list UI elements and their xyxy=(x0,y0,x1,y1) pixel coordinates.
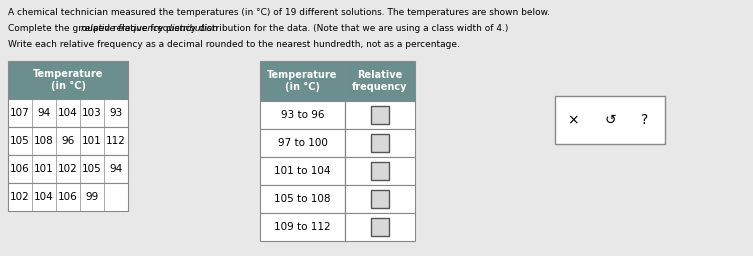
FancyBboxPatch shape xyxy=(371,106,389,124)
Text: 94: 94 xyxy=(38,108,50,118)
Text: Temperature
(in °C): Temperature (in °C) xyxy=(33,69,103,91)
FancyBboxPatch shape xyxy=(260,157,345,185)
FancyBboxPatch shape xyxy=(260,129,345,157)
FancyBboxPatch shape xyxy=(345,157,415,185)
Text: ?: ? xyxy=(642,113,648,127)
FancyBboxPatch shape xyxy=(260,213,345,241)
FancyBboxPatch shape xyxy=(371,162,389,180)
Text: relative frequency distribution: relative frequency distribution xyxy=(81,24,218,33)
Text: Write each relative frequency as a decimal rounded to the nearest hundredth, not: Write each relative frequency as a decim… xyxy=(8,40,460,49)
FancyBboxPatch shape xyxy=(8,99,128,127)
Text: 106: 106 xyxy=(10,164,30,174)
FancyBboxPatch shape xyxy=(345,101,415,129)
Text: 106: 106 xyxy=(58,192,78,202)
Text: 104: 104 xyxy=(58,108,78,118)
Text: 112: 112 xyxy=(106,136,126,146)
Text: 101: 101 xyxy=(82,136,102,146)
FancyBboxPatch shape xyxy=(371,218,389,236)
Text: Complete the grouped relative frequency distribution for the data. (Note that we: Complete the grouped relative frequency … xyxy=(8,24,508,33)
Text: 105: 105 xyxy=(82,164,102,174)
Text: 101: 101 xyxy=(34,164,54,174)
FancyBboxPatch shape xyxy=(260,185,345,213)
Text: 104: 104 xyxy=(34,192,54,202)
FancyBboxPatch shape xyxy=(345,185,415,213)
FancyBboxPatch shape xyxy=(260,101,345,129)
Text: 93: 93 xyxy=(109,108,123,118)
FancyBboxPatch shape xyxy=(371,134,389,152)
Text: 93 to 96: 93 to 96 xyxy=(281,110,325,120)
FancyBboxPatch shape xyxy=(8,155,128,183)
Text: ×: × xyxy=(567,113,579,127)
FancyBboxPatch shape xyxy=(345,129,415,157)
Text: 105: 105 xyxy=(10,136,30,146)
Text: 103: 103 xyxy=(82,108,102,118)
Text: Temperature
(in °C): Temperature (in °C) xyxy=(267,70,337,92)
Text: 99: 99 xyxy=(85,192,99,202)
Text: 109 to 112: 109 to 112 xyxy=(274,222,331,232)
FancyBboxPatch shape xyxy=(8,183,128,211)
FancyBboxPatch shape xyxy=(260,61,415,101)
Text: 97 to 100: 97 to 100 xyxy=(278,138,328,148)
Text: 102: 102 xyxy=(10,192,30,202)
Text: 107: 107 xyxy=(10,108,30,118)
Text: 96: 96 xyxy=(62,136,75,146)
FancyBboxPatch shape xyxy=(345,213,415,241)
FancyBboxPatch shape xyxy=(555,96,665,144)
Text: 101 to 104: 101 to 104 xyxy=(274,166,331,176)
Text: 105 to 108: 105 to 108 xyxy=(274,194,331,204)
Text: 108: 108 xyxy=(34,136,54,146)
Text: Relative
frequency: Relative frequency xyxy=(352,70,408,92)
Text: ↺: ↺ xyxy=(604,113,616,127)
FancyBboxPatch shape xyxy=(371,190,389,208)
Text: 94: 94 xyxy=(109,164,123,174)
Text: A chemical technician measured the temperatures (in °C) of 19 different solution: A chemical technician measured the tempe… xyxy=(8,8,550,17)
FancyBboxPatch shape xyxy=(8,61,128,99)
Text: 102: 102 xyxy=(58,164,78,174)
FancyBboxPatch shape xyxy=(8,127,128,155)
